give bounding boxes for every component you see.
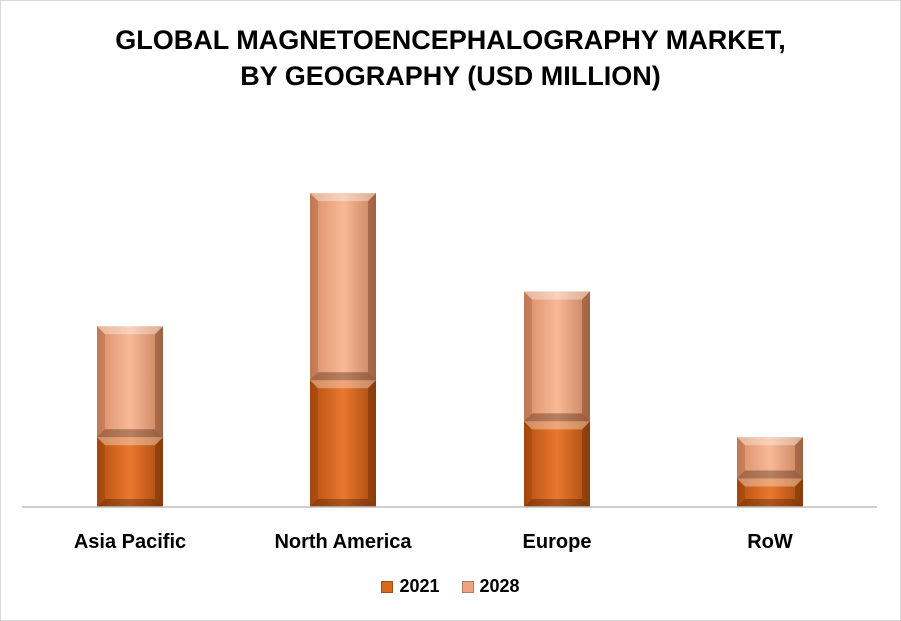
bar-north-america-2021 xyxy=(310,380,376,507)
category-label-asia-pacific: Asia Pacific xyxy=(74,531,186,553)
bars-layer xyxy=(97,193,803,507)
bar-asia-pacific-2021 xyxy=(97,437,163,507)
legend-item-2021: 2021 xyxy=(381,576,440,597)
bar-europe-2021 xyxy=(524,421,590,507)
category-labels: Asia Pacific North America Europe RoW xyxy=(74,531,793,553)
legend-label-2021: 2021 xyxy=(399,576,440,596)
category-label-row: RoW xyxy=(747,531,793,553)
bar-row-2021 xyxy=(737,478,803,507)
category-label-north-america: North America xyxy=(274,531,412,553)
category-label-europe: Europe xyxy=(523,531,592,553)
chart-title-line-2: BY GEOGRAPHY (USD MILLION) xyxy=(240,61,661,91)
bar-row-2028 xyxy=(737,437,803,479)
chart-title-line-1: GLOBAL MAGNETOENCEPHALOGRAPHY MARKET, xyxy=(115,25,786,55)
bar-asia-pacific-2028 xyxy=(97,326,163,438)
chart-title: GLOBAL MAGNETOENCEPHALOGRAPHY MARKET, BY… xyxy=(0,22,901,94)
legend-swatch-2021 xyxy=(381,580,394,593)
legend-swatch-2028 xyxy=(461,580,474,593)
legend-label-2028: 2028 xyxy=(479,576,520,596)
bar-europe-2028 xyxy=(524,291,590,422)
legend: 2021 2028 xyxy=(0,576,901,597)
bar-north-america-2028 xyxy=(310,193,376,381)
legend-item-2028: 2028 xyxy=(461,576,520,597)
